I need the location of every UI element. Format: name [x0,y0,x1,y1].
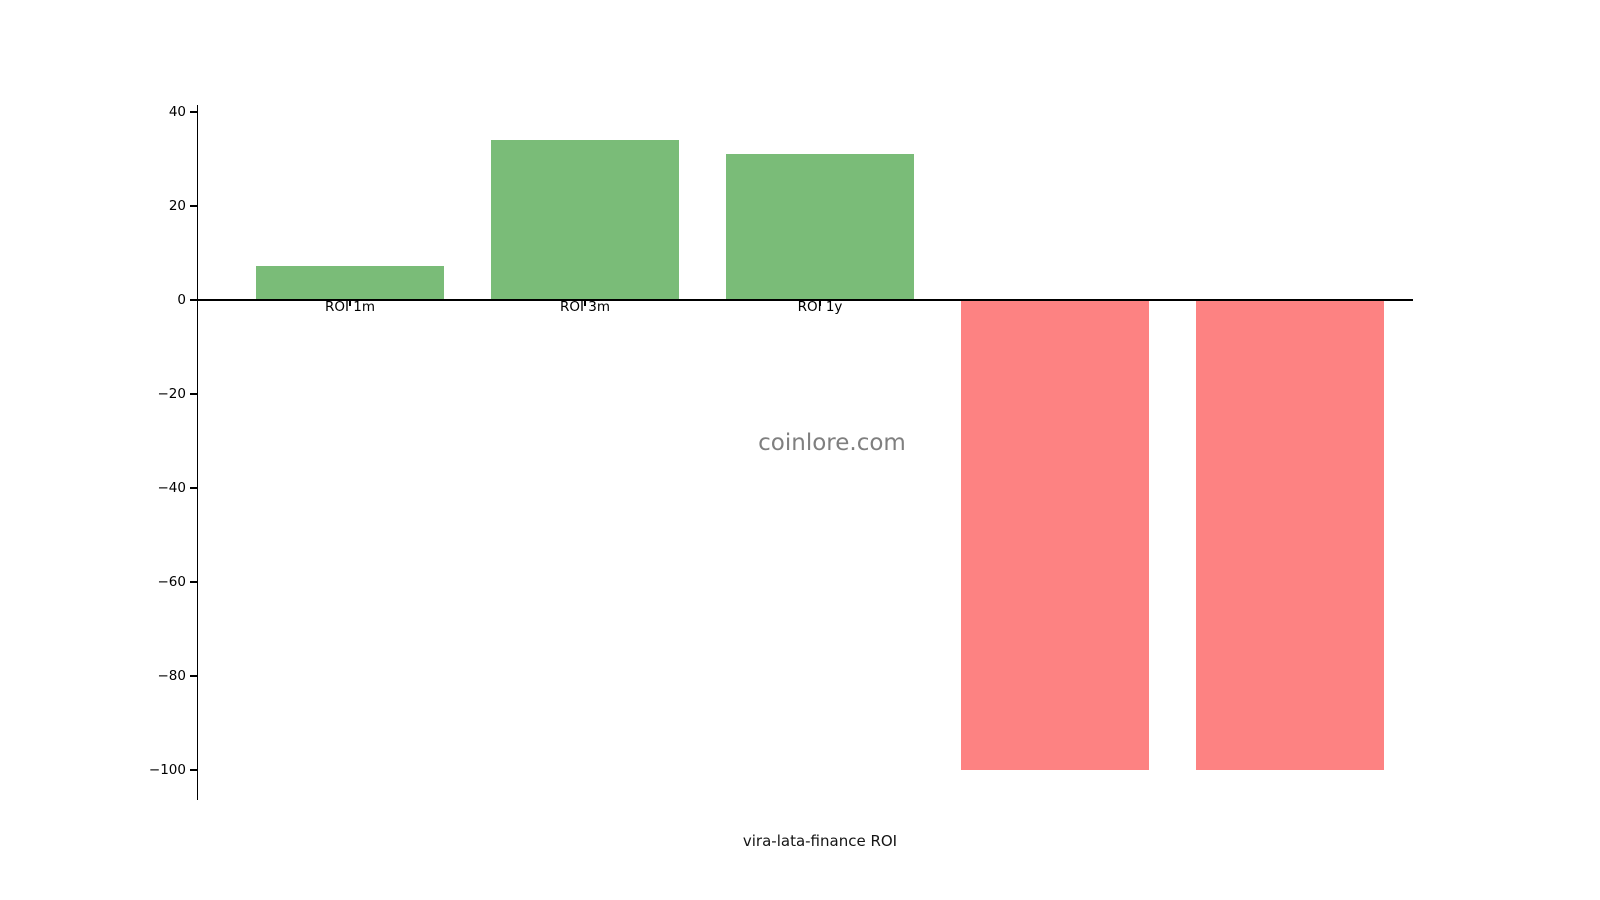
watermark: coinlore.com [758,430,906,456]
y-tick-mark [189,581,197,583]
bar-roi-1m [256,266,444,300]
y-tick-label: −40 [157,480,187,496]
y-tick-mark [189,675,197,677]
bar-roi-3m [491,140,679,300]
x-tick-label-roi-1m: ROI 1m [324,299,376,315]
y-tick-label: −100 [148,762,186,778]
x-axis-line [196,299,1413,301]
x-tick-mark [819,300,821,306]
x-tick-label-roi-3m: ROI 3m [559,299,611,315]
y-tick-mark [189,205,197,207]
x-tick-mark [349,300,351,306]
bar-unlabeled-3 [961,300,1149,770]
y-tick-mark [189,111,197,113]
y-tick-mark [189,299,197,301]
y-axis-spine [196,105,198,800]
y-tick-label: −80 [157,668,187,684]
y-tick-mark [189,769,197,771]
bar-unlabeled-4 [1196,300,1384,770]
y-tick-mark [189,393,197,395]
y-tick-label: 20 [168,198,186,214]
y-tick-label: −60 [157,574,187,590]
y-tick-mark [189,487,197,489]
y-tick-label: 40 [168,104,186,120]
bar-roi-1y [726,154,914,300]
y-tick-label: 0 [177,292,186,308]
x-tick-label-roi-1y: ROI 1y [797,299,843,315]
chart-title: vira-lata-finance ROI [742,832,898,850]
x-tick-mark [584,300,586,306]
y-tick-label: −20 [157,386,187,402]
